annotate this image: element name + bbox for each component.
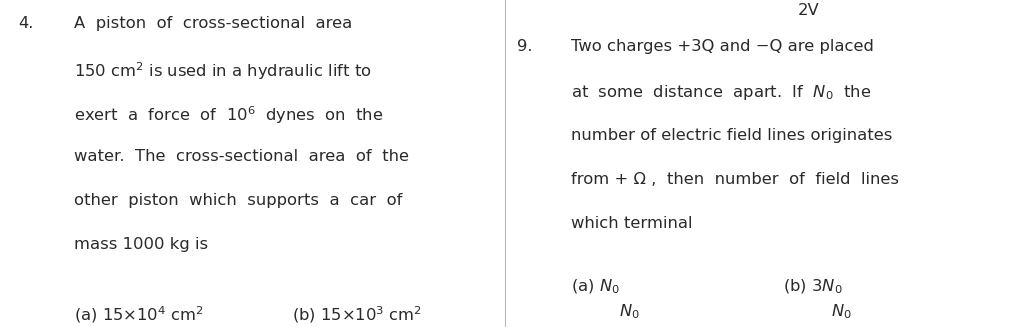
- Text: (b) $3N_0$: (b) $3N_0$: [783, 278, 843, 296]
- Text: 9.: 9.: [517, 39, 532, 54]
- Text: 4.: 4.: [18, 16, 34, 31]
- Text: number of electric field lines originates: number of electric field lines originate…: [571, 128, 893, 143]
- Text: which terminal: which terminal: [571, 216, 693, 231]
- Text: (b) 15×10$^3$ cm$^2$: (b) 15×10$^3$ cm$^2$: [292, 304, 422, 325]
- Text: from + Ω ,  then  number  of  field  lines: from + Ω , then number of field lines: [571, 172, 899, 187]
- Text: at  some  distance  apart.  If  $N_0$  the: at some distance apart. If $N_0$ the: [571, 83, 871, 102]
- Text: (c): (c): [571, 326, 593, 327]
- Text: mass 1000 kg is: mass 1000 kg is: [74, 237, 208, 252]
- Text: (d): (d): [783, 326, 807, 327]
- Text: $N_0$: $N_0$: [620, 302, 640, 321]
- Text: other  piston  which  supports  a  car  of: other piston which supports a car of: [74, 193, 402, 208]
- Text: (a) 15×10$^4$ cm$^2$: (a) 15×10$^4$ cm$^2$: [74, 304, 204, 325]
- Text: Two charges +3Q and −Q are placed: Two charges +3Q and −Q are placed: [571, 39, 874, 54]
- Text: exert  a  force  of  10$^6$  dynes  on  the: exert a force of 10$^6$ dynes on the: [74, 105, 383, 126]
- Text: 2V: 2V: [798, 3, 820, 18]
- Text: $N_0$: $N_0$: [831, 302, 852, 321]
- Text: A  piston  of  cross-sectional  area: A piston of cross-sectional area: [74, 16, 352, 31]
- Text: (a) $N_0$: (a) $N_0$: [571, 278, 621, 296]
- Text: 150 cm$^2$ is used in a hydraulic lift to: 150 cm$^2$ is used in a hydraulic lift t…: [74, 60, 372, 82]
- Text: water.  The  cross-sectional  area  of  the: water. The cross-sectional area of the: [74, 149, 409, 164]
